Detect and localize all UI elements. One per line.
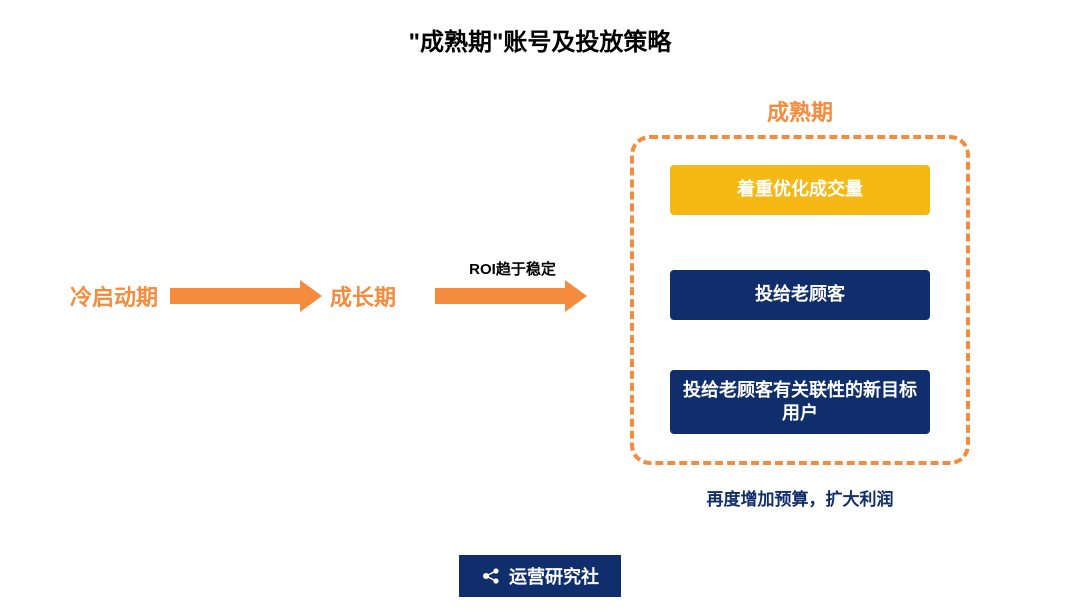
footer-badge: 运营研究社 bbox=[459, 555, 621, 597]
arrow-1 bbox=[170, 288, 300, 304]
stage-mature-title: 成熟期 bbox=[630, 95, 970, 127]
arrow-2 bbox=[435, 288, 565, 304]
strategy-box-3: 投给老顾客有关联性的新目标用户 bbox=[670, 370, 930, 434]
stage-growth: 成长期 bbox=[330, 280, 396, 312]
stage-cold-start: 冷启动期 bbox=[70, 280, 158, 312]
mature-footnote: 再度增加预算，扩大利润 bbox=[630, 485, 970, 510]
arrow-2-label: ROI趋于稳定 bbox=[435, 258, 590, 279]
strategy-box-2: 投给老顾客 bbox=[670, 270, 930, 320]
strategy-box-1: 着重优化成交量 bbox=[670, 165, 930, 215]
page-title: "成熟期"账号及投放策略 bbox=[0, 22, 1080, 57]
footer-label: 运营研究社 bbox=[509, 563, 599, 589]
share-icon bbox=[481, 566, 501, 586]
